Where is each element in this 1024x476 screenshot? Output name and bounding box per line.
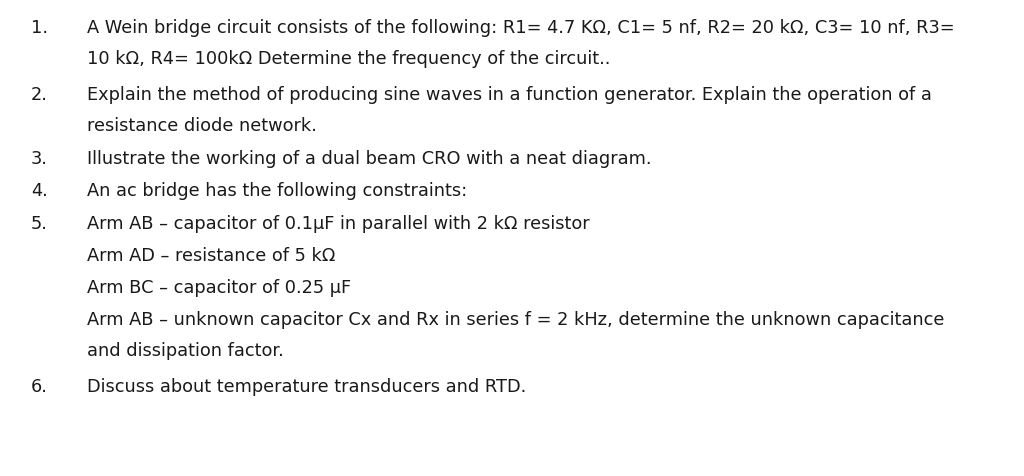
Text: 5.: 5.: [31, 214, 47, 232]
Text: 1.: 1.: [31, 19, 48, 37]
Text: 10 kΩ, R4= 100kΩ Determine the frequency of the circuit..: 10 kΩ, R4= 100kΩ Determine the frequency…: [87, 50, 610, 68]
Text: and dissipation factor.: and dissipation factor.: [87, 342, 284, 360]
Text: An ac bridge has the following constraints:: An ac bridge has the following constrain…: [87, 182, 467, 200]
Text: A Wein bridge circuit consists of the following: R1= 4.7 KΩ, C1= 5 nf, R2= 20 kΩ: A Wein bridge circuit consists of the fo…: [87, 19, 954, 37]
Text: Discuss about temperature transducers and RTD.: Discuss about temperature transducers an…: [87, 377, 526, 395]
Text: 3.: 3.: [31, 150, 47, 168]
Text: Explain the method of producing sine waves in a function generator. Explain the : Explain the method of producing sine wav…: [87, 86, 932, 104]
Text: Illustrate the working of a dual beam CRO with a neat diagram.: Illustrate the working of a dual beam CR…: [87, 150, 651, 168]
Text: 4.: 4.: [31, 182, 47, 200]
Text: resistance diode network.: resistance diode network.: [87, 117, 316, 135]
Text: 2.: 2.: [31, 86, 47, 104]
Text: 6.: 6.: [31, 377, 47, 395]
Text: Arm AD – resistance of 5 kΩ: Arm AD – resistance of 5 kΩ: [87, 246, 336, 264]
Text: Arm AB – capacitor of 0.1μF in parallel with 2 kΩ resistor: Arm AB – capacitor of 0.1μF in parallel …: [87, 214, 590, 232]
Text: Arm BC – capacitor of 0.25 μF: Arm BC – capacitor of 0.25 μF: [87, 278, 351, 296]
Text: Arm AB – unknown capacitor Cx and Rx in series f = 2 kHz, determine the unknown : Arm AB – unknown capacitor Cx and Rx in …: [87, 310, 944, 328]
